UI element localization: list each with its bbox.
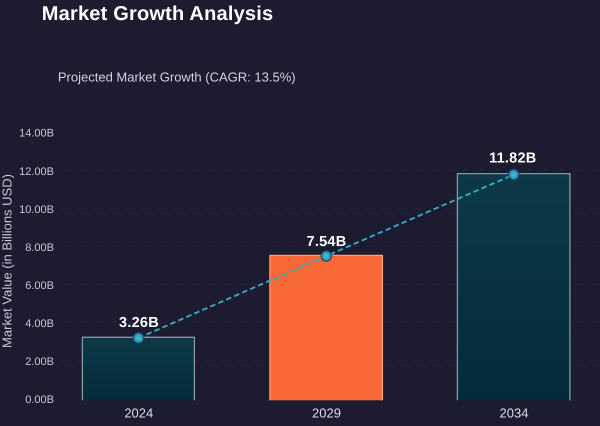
- svg-text:Market Value (in Billions USD): Market Value (in Billions USD): [0, 174, 15, 348]
- svg-text:6.00B: 6.00B: [25, 280, 54, 292]
- svg-text:11.82B: 11.82B: [489, 151, 536, 167]
- svg-text:0.00B: 0.00B: [25, 394, 54, 406]
- svg-text:8.00B: 8.00B: [25, 242, 54, 254]
- svg-text:2.00B: 2.00B: [25, 356, 54, 368]
- svg-text:14.00B: 14.00B: [19, 128, 54, 140]
- svg-text:4.00B: 4.00B: [25, 318, 54, 330]
- svg-text:2029: 2029: [312, 406, 341, 421]
- svg-text:12.00B: 12.00B: [19, 166, 54, 178]
- svg-text:10.00B: 10.00B: [19, 204, 54, 216]
- svg-text:Market Growth Analysis: Market Growth Analysis: [42, 3, 273, 25]
- svg-text:2024: 2024: [124, 406, 153, 421]
- svg-text:2034: 2034: [500, 406, 529, 421]
- svg-text:Projected Market Growth (CAGR:: Projected Market Growth (CAGR: 13.5%): [58, 70, 296, 85]
- svg-text:7.54B: 7.54B: [307, 234, 347, 250]
- svg-text:3.26B: 3.26B: [119, 315, 159, 331]
